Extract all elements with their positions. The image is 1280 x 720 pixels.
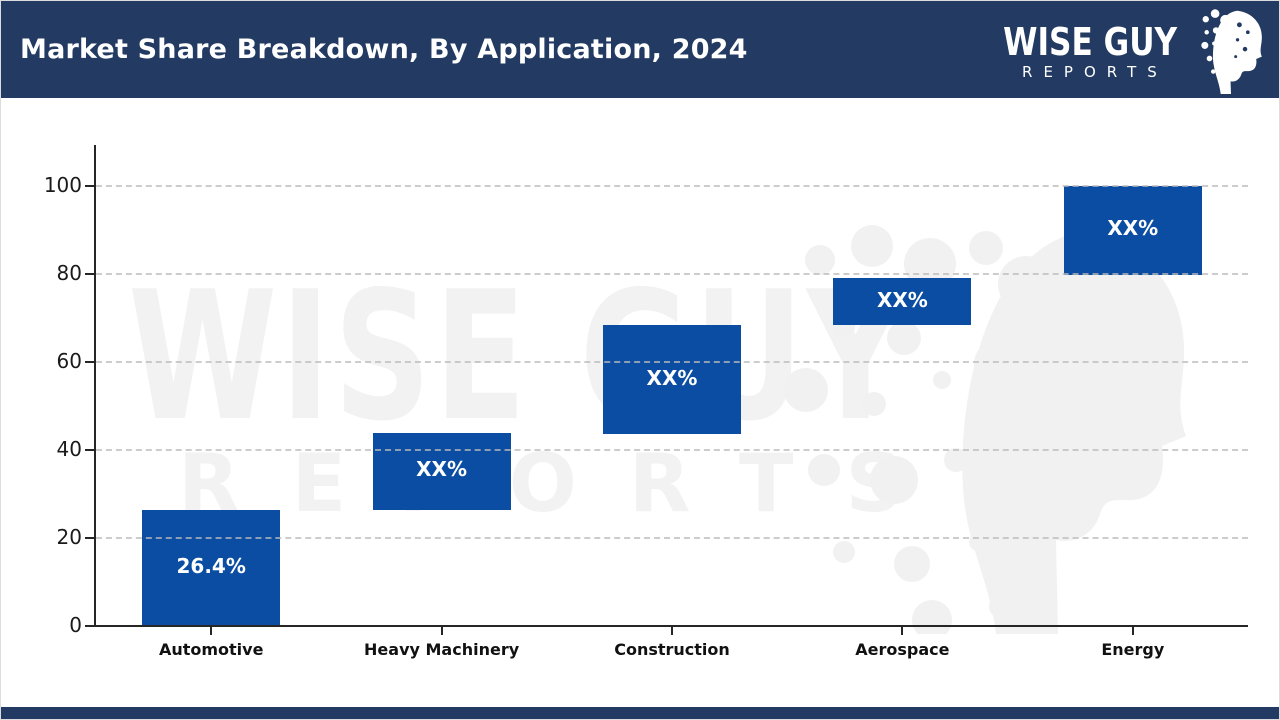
grid-line	[96, 537, 1248, 539]
bar	[142, 509, 281, 626]
header-bar: Market Share Breakdown, By Application, …	[0, 0, 1280, 98]
bar-value-label: XX%	[646, 365, 698, 390]
y-axis-tick	[85, 625, 94, 627]
x-axis-tick	[1131, 627, 1134, 635]
y-tick-label: 0	[69, 613, 82, 637]
y-tick-label: 100	[43, 173, 82, 197]
bar-value-label: XX%	[416, 457, 468, 482]
y-axis-tick	[85, 273, 94, 275]
logo-wordmark: WISE GUY	[1002, 20, 1177, 64]
x-category-label: Automotive	[158, 640, 264, 659]
x-category-label: Construction	[614, 640, 730, 659]
bar	[603, 325, 741, 435]
y-axis-tick	[85, 449, 94, 451]
bar-value-label: 26.4%	[176, 553, 246, 578]
x-category-label: Heavy Machinery	[364, 640, 520, 659]
logo-subtext: REPORTS	[1022, 63, 1168, 81]
grid-line	[96, 273, 1248, 275]
footer-bar	[0, 707, 1280, 720]
y-tick-label: 40	[56, 437, 82, 461]
y-axis-tick	[85, 537, 94, 539]
bar	[372, 432, 511, 510]
y-axis-tick	[85, 361, 94, 363]
bar-value-label: XX%	[876, 287, 928, 312]
y-tick-label: 80	[56, 261, 82, 285]
x-axis-tick	[671, 627, 673, 635]
x-axis-tick	[901, 627, 904, 635]
logo-head-icon	[1201, 9, 1262, 94]
x-axis-tick	[210, 627, 213, 635]
grid-line	[96, 185, 1248, 187]
brand-logo: WISE GUY REPORTS	[984, 8, 1264, 94]
bar-value-label: XX%	[1107, 216, 1159, 241]
x-category-label: Energy	[1101, 640, 1165, 659]
x-axis-line	[94, 625, 1248, 627]
y-axis-line	[94, 145, 96, 627]
grid-line	[96, 361, 1248, 363]
page-title: Market Share Breakdown, By Application, …	[20, 33, 748, 65]
y-tick-label: 20	[56, 525, 82, 549]
y-axis-tick	[85, 185, 94, 187]
x-axis-tick	[440, 627, 443, 635]
grid-line	[96, 449, 1248, 451]
x-category-label: Aerospace	[855, 640, 950, 659]
y-tick-label: 60	[56, 349, 82, 373]
